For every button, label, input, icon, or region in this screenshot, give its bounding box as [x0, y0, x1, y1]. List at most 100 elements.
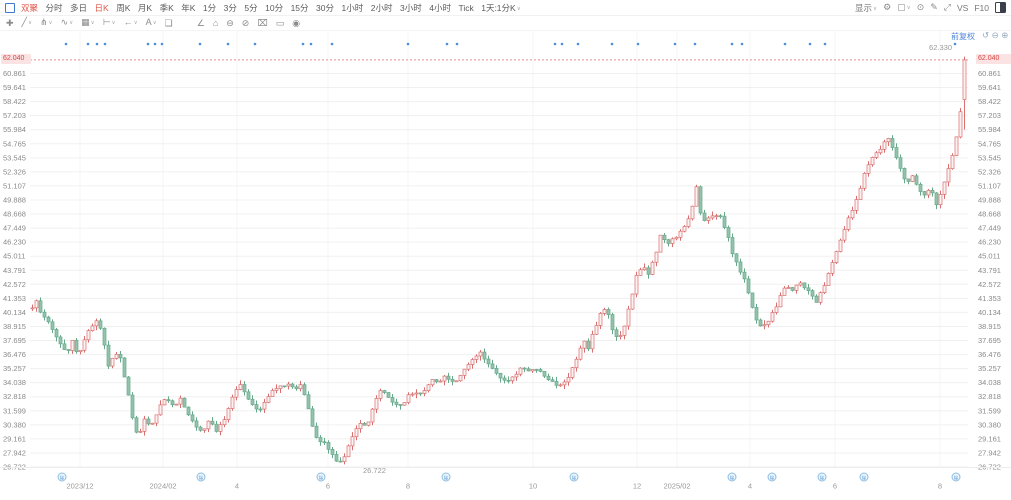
announcement-dot[interactable]	[253, 42, 257, 46]
tab-1min[interactable]: 1分	[202, 2, 217, 13]
ex-dividend-marker-icon[interactable]	[569, 472, 579, 482]
tab-2hour[interactable]: 2小时	[370, 2, 393, 13]
arrow-tool-icon[interactable]: ←∨	[123, 17, 138, 27]
pitchfork-tool-icon[interactable]: ⋔∨	[40, 17, 53, 27]
announcement-dot[interactable]	[95, 42, 99, 46]
tab-30min[interactable]: 30分	[316, 2, 335, 13]
trendline-tool-icon[interactable]: ╱∨	[21, 17, 32, 27]
tab-tick[interactable]: Tick	[458, 2, 474, 13]
announcement-dot[interactable]	[560, 42, 564, 46]
home-tool-icon[interactable]: ⌂	[212, 17, 219, 28]
display-menu[interactable]: 显示∨	[855, 2, 878, 13]
vs-compare-button[interactable]: VS	[957, 2, 969, 13]
announcement-dot[interactable]	[64, 42, 68, 46]
tab-daily-k[interactable]: 日K	[94, 2, 109, 13]
candle-body	[942, 181, 947, 195]
announcement-dot[interactable]	[309, 42, 313, 46]
ex-dividend-marker-icon[interactable]	[859, 472, 869, 482]
announcement-dot[interactable]	[301, 42, 305, 46]
wave-tool-icon[interactable]: ∿∨	[60, 17, 74, 27]
f10-info-button[interactable]: F10	[974, 2, 989, 13]
announcement-dot[interactable]	[808, 42, 812, 46]
text-tool-icon[interactable]: A∨	[145, 17, 157, 27]
layout-icon[interactable]: ▢∨	[897, 2, 911, 12]
tab-4hour[interactable]: 4小时	[429, 2, 451, 13]
tab-3min[interactable]: 3分	[223, 2, 237, 13]
announcement-dot[interactable]	[610, 42, 614, 46]
ex-dividend-marker-icon[interactable]	[196, 472, 206, 482]
tab-custom-period[interactable]: 1天:1分K∨	[481, 2, 521, 13]
announcement-dot[interactable]	[673, 42, 677, 46]
tab-yearly-k[interactable]: 年K	[181, 2, 196, 13]
announcement-dot[interactable]	[953, 42, 957, 46]
screenshot-camera-icon[interactable]: ⊙	[916, 2, 925, 12]
pattern-tool-icon[interactable]: ▦∨	[81, 17, 95, 27]
sidebar-panel-toggle-icon[interactable]	[995, 2, 1006, 13]
ex-dividend-marker-icon[interactable]	[767, 472, 777, 482]
announcement-dot[interactable]	[636, 42, 640, 46]
settings-gear-icon[interactable]: ⚙	[883, 2, 892, 12]
tab-quarterly-k[interactable]: 季K	[159, 2, 174, 13]
announcement-dot[interactable]	[103, 42, 107, 46]
price-axis-label-right: 29.161	[978, 434, 1001, 443]
time-axis-label: 2024/02	[149, 482, 176, 491]
announcement-dot[interactable]	[86, 42, 90, 46]
ex-dividend-marker-icon[interactable]	[951, 472, 961, 482]
ex-dividend-marker-icon[interactable]	[316, 472, 326, 482]
zoom-out-tool-icon[interactable]: ⊖	[226, 17, 234, 28]
announcement-dot[interactable]	[783, 42, 787, 46]
tab-monthly-k[interactable]: 月K	[137, 2, 153, 13]
candle-body	[558, 384, 563, 387]
announcement-dot[interactable]	[226, 42, 230, 46]
announcement-dot[interactable]	[693, 42, 697, 46]
tab-intraday[interactable]: 分时	[45, 2, 63, 13]
tab-multiday[interactable]: 多日	[70, 2, 88, 13]
candle-body	[678, 230, 683, 238]
tab-10min[interactable]: 10分	[265, 2, 284, 13]
tab-1hour[interactable]: 1小时	[341, 2, 364, 13]
zoom-in-icon[interactable]: ⊕	[1001, 30, 1009, 40]
tab-3hour[interactable]: 3小时	[399, 2, 422, 13]
callout-tool-icon[interactable]: ❏	[164, 17, 173, 28]
time-axis-label: 2023/12	[66, 482, 93, 491]
announcement-dot[interactable]	[730, 42, 734, 46]
fullscreen-icon[interactable]: ⤢	[943, 2, 951, 12]
announcement-dot[interactable]	[576, 42, 580, 46]
announcement-dot[interactable]	[153, 42, 157, 46]
announcement-dot[interactable]	[553, 42, 557, 46]
annotate-pencil-icon[interactable]: ✎	[930, 2, 938, 12]
app-window-icon[interactable]	[5, 2, 15, 13]
ex-dividend-marker-icon[interactable]	[817, 472, 827, 482]
tab-weekly-k[interactable]: 周K	[116, 2, 131, 13]
tab-5min[interactable]: 5分	[244, 2, 258, 13]
announcement-dot[interactable]	[406, 42, 410, 46]
announcement-dot[interactable]	[198, 42, 202, 46]
price-axis-label-right: 58.422	[978, 97, 1001, 106]
candle-body	[810, 290, 815, 297]
hide-drawings-icon[interactable]: ⊘	[241, 17, 250, 28]
zoom-out-icon[interactable]: ⊖	[991, 30, 999, 40]
announcement-dot[interactable]	[455, 42, 459, 46]
measure-tool-icon[interactable]: ⊢∨	[102, 17, 116, 27]
announcement-dot[interactable]	[740, 42, 744, 46]
price-adjust-mode-label[interactable]: 前复权	[951, 32, 975, 41]
reset-zoom-icon[interactable]: ↺	[982, 30, 990, 40]
crosshair-tool-icon[interactable]: ✚	[6, 17, 14, 28]
tab-shuangju[interactable]: 双聚	[21, 2, 39, 13]
magnet-tool-icon[interactable]: ◉	[292, 17, 301, 28]
ex-dividend-marker-icon[interactable]	[441, 472, 451, 482]
announcement-dot[interactable]	[146, 42, 150, 46]
angle-tool-icon[interactable]: ∠	[196, 17, 205, 28]
announcement-dot[interactable]	[823, 42, 827, 46]
ex-dividend-marker-icon[interactable]	[57, 472, 67, 482]
announcement-dot[interactable]	[330, 42, 334, 46]
candle-body	[562, 381, 567, 386]
tab-15min[interactable]: 15分	[290, 2, 309, 13]
delete-drawings-icon[interactable]: ⌧	[257, 17, 268, 28]
ex-dividend-marker-icon[interactable]	[727, 472, 737, 482]
announcement-dot[interactable]	[445, 42, 449, 46]
announcement-dot[interactable]	[160, 42, 164, 46]
box-tool-icon[interactable]: ▭	[275, 17, 285, 28]
chevron-down-icon: ∨	[90, 20, 95, 26]
